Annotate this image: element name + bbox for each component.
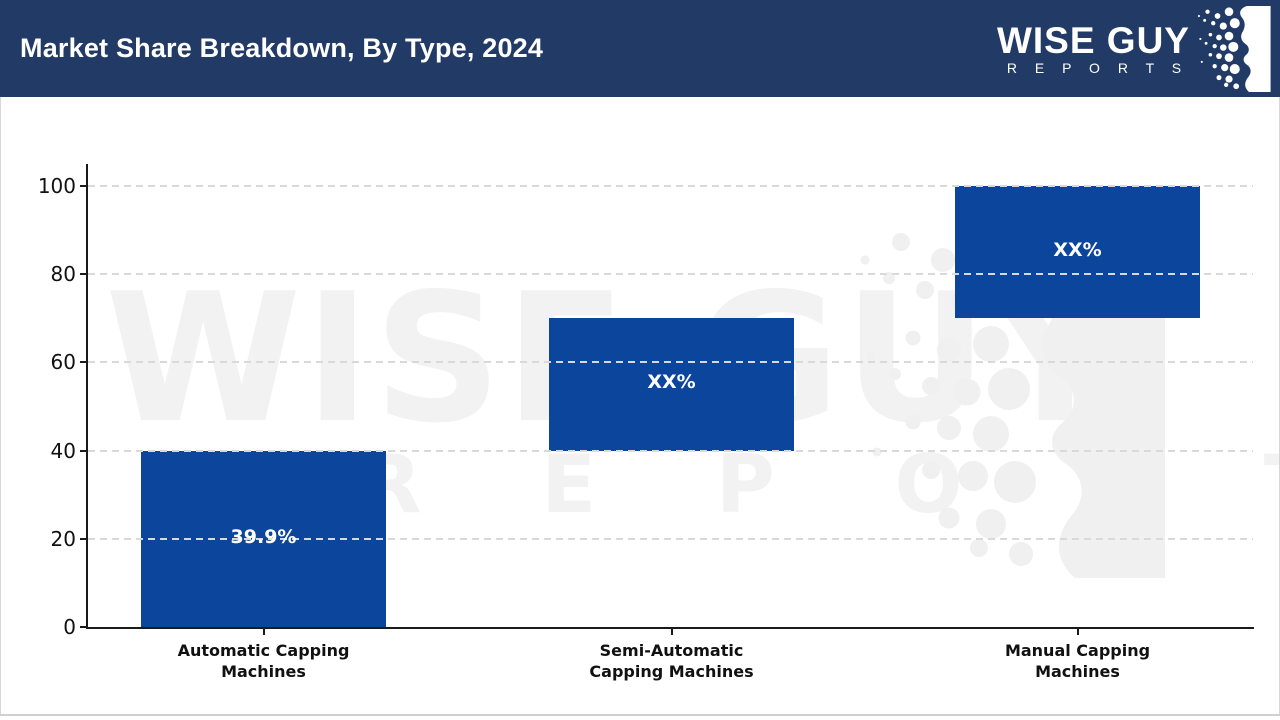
logo-wordmark: WISE GUY [996, 19, 1190, 61]
x-tick-mark [262, 629, 265, 635]
logo-head-icon [1197, 6, 1271, 92]
x-category-label: Manual Capping Machines [1004, 641, 1151, 681]
gridline [88, 273, 1253, 276]
y-tick-label: 20 [50, 526, 76, 551]
x-category-label: Semi-Automatic Capping Machines [589, 641, 754, 681]
x-tick-mark [1076, 629, 1079, 635]
x-axis-line [86, 627, 1254, 629]
chart-title: Market Share Breakdown, By Type, 2024 [20, 33, 544, 63]
y-tick-label: 100 [37, 174, 76, 198]
bar-value-label: XX% [1053, 239, 1102, 262]
logo-text: WISE GUY R E P O R T S [996, 19, 1190, 77]
bar-value-label: XX% [647, 371, 696, 394]
y-tick-mark [80, 273, 87, 276]
gridline [88, 361, 1253, 364]
x-tick-mark [670, 629, 673, 635]
bar [955, 186, 1200, 319]
x-category-label: Automatic Capping Machines [177, 641, 350, 681]
y-tick-mark [80, 626, 87, 628]
y-tick-label: 40 [50, 438, 76, 463]
gridline [88, 537, 1253, 540]
header: Market Share Breakdown, By Type, 2024 WI… [0, 0, 1280, 97]
y-tick-label: 0 [63, 615, 76, 639]
logo-subtext: R E P O R T S [1006, 60, 1189, 77]
wiseguy-logo: WISE GUY R E P O R T S [997, 6, 1272, 92]
y-tick-mark [80, 449, 87, 452]
gridline [88, 185, 1253, 187]
y-tick-label: 60 [50, 350, 76, 375]
y-tick-mark [80, 185, 87, 187]
y-tick-mark [80, 361, 87, 364]
y-tick-mark [80, 537, 87, 540]
y-axis-line [86, 164, 88, 629]
gridline [88, 449, 1253, 452]
bar-value-label: 39.9% [230, 525, 297, 548]
footer-divider [0, 714, 1280, 716]
y-tick-label: 80 [50, 262, 76, 287]
page-left-border [0, 0, 1, 715]
bar [549, 318, 794, 451]
